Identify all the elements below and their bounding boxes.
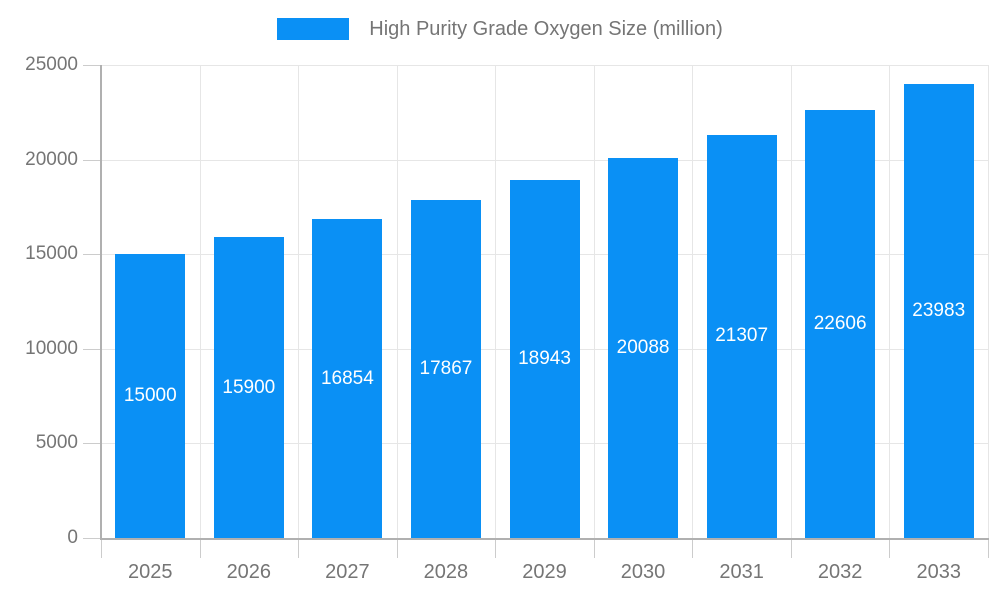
x-axis-tick [199, 538, 201, 558]
x-axis-tick [988, 538, 989, 558]
gridline-vertical [692, 65, 694, 538]
x-axis-tick [593, 538, 595, 558]
gridline-vertical [790, 65, 792, 538]
y-tick-label: 20000 [25, 148, 78, 170]
bar-value-label: 20088 [616, 336, 670, 358]
bar-value-label: 18943 [518, 347, 571, 369]
x-axis-line [100, 538, 989, 540]
y-axis-tick [83, 538, 101, 539]
y-axis-tick [83, 159, 101, 161]
legend[interactable]: High Purity Grade Oxygen Size (million) [0, 16, 1000, 42]
gridline-vertical [199, 65, 201, 538]
gridline-vertical [988, 65, 989, 538]
bar-value-label: 15000 [123, 385, 177, 407]
bar-value-label: 17867 [419, 357, 473, 379]
bar[interactable]: 15900 [213, 237, 284, 538]
bar[interactable]: 23983 [903, 84, 974, 538]
bar[interactable]: 15000 [115, 254, 186, 538]
bar[interactable]: 20088 [608, 157, 679, 538]
bar-value-label: 21307 [715, 325, 769, 347]
gridline-vertical [495, 65, 497, 538]
y-tick-label: 25000 [25, 54, 78, 75]
x-tick-label: 2031 [719, 561, 764, 583]
y-tick-label: 0 [67, 527, 78, 548]
y-axis-tick [83, 443, 101, 445]
gridline-vertical [593, 65, 595, 538]
y-axis-tick [83, 65, 101, 66]
gridline-vertical [298, 65, 300, 538]
x-tick-label: 2027 [325, 561, 370, 583]
bar[interactable]: 16854 [312, 219, 383, 538]
x-tick-label: 2025 [128, 561, 173, 583]
gridline-horizontal [101, 65, 988, 66]
y-axis-line [100, 65, 102, 540]
bar-value-label: 15900 [222, 376, 276, 398]
gridline-horizontal [101, 159, 988, 161]
x-axis-tick [692, 538, 694, 558]
x-tick-label: 2028 [423, 561, 469, 583]
x-tick-label: 2032 [817, 561, 863, 583]
bar[interactable]: 17867 [410, 199, 481, 538]
x-axis-tick [298, 538, 300, 558]
y-tick-label: 5000 [35, 432, 78, 454]
x-axis-tick [495, 538, 497, 558]
bar-value-label: 23983 [912, 300, 966, 322]
bar[interactable]: 18943 [509, 179, 580, 538]
bar-value-label: 22606 [813, 313, 867, 335]
y-tick-label: 10000 [25, 337, 78, 359]
x-axis-tick [101, 538, 102, 558]
x-tick-label: 2030 [620, 561, 666, 583]
x-tick-label: 2029 [522, 561, 567, 583]
x-axis-tick [889, 538, 891, 558]
y-axis-tick [83, 348, 101, 350]
x-axis-tick [396, 538, 398, 558]
bar[interactable]: 21307 [706, 134, 777, 538]
x-axis-tick [790, 538, 792, 558]
y-tick-label: 15000 [25, 243, 78, 265]
legend-label: High Purity Grade Oxygen Size (million) [369, 18, 723, 40]
legend-swatch [277, 18, 350, 40]
y-axis-tick [83, 254, 101, 256]
gridline-vertical [889, 65, 891, 538]
x-tick-label: 2026 [226, 561, 272, 583]
gridline-vertical [396, 65, 398, 538]
bar-value-label: 16854 [320, 367, 374, 389]
bar[interactable]: 22606 [805, 110, 876, 538]
x-tick-label: 2033 [916, 561, 961, 583]
